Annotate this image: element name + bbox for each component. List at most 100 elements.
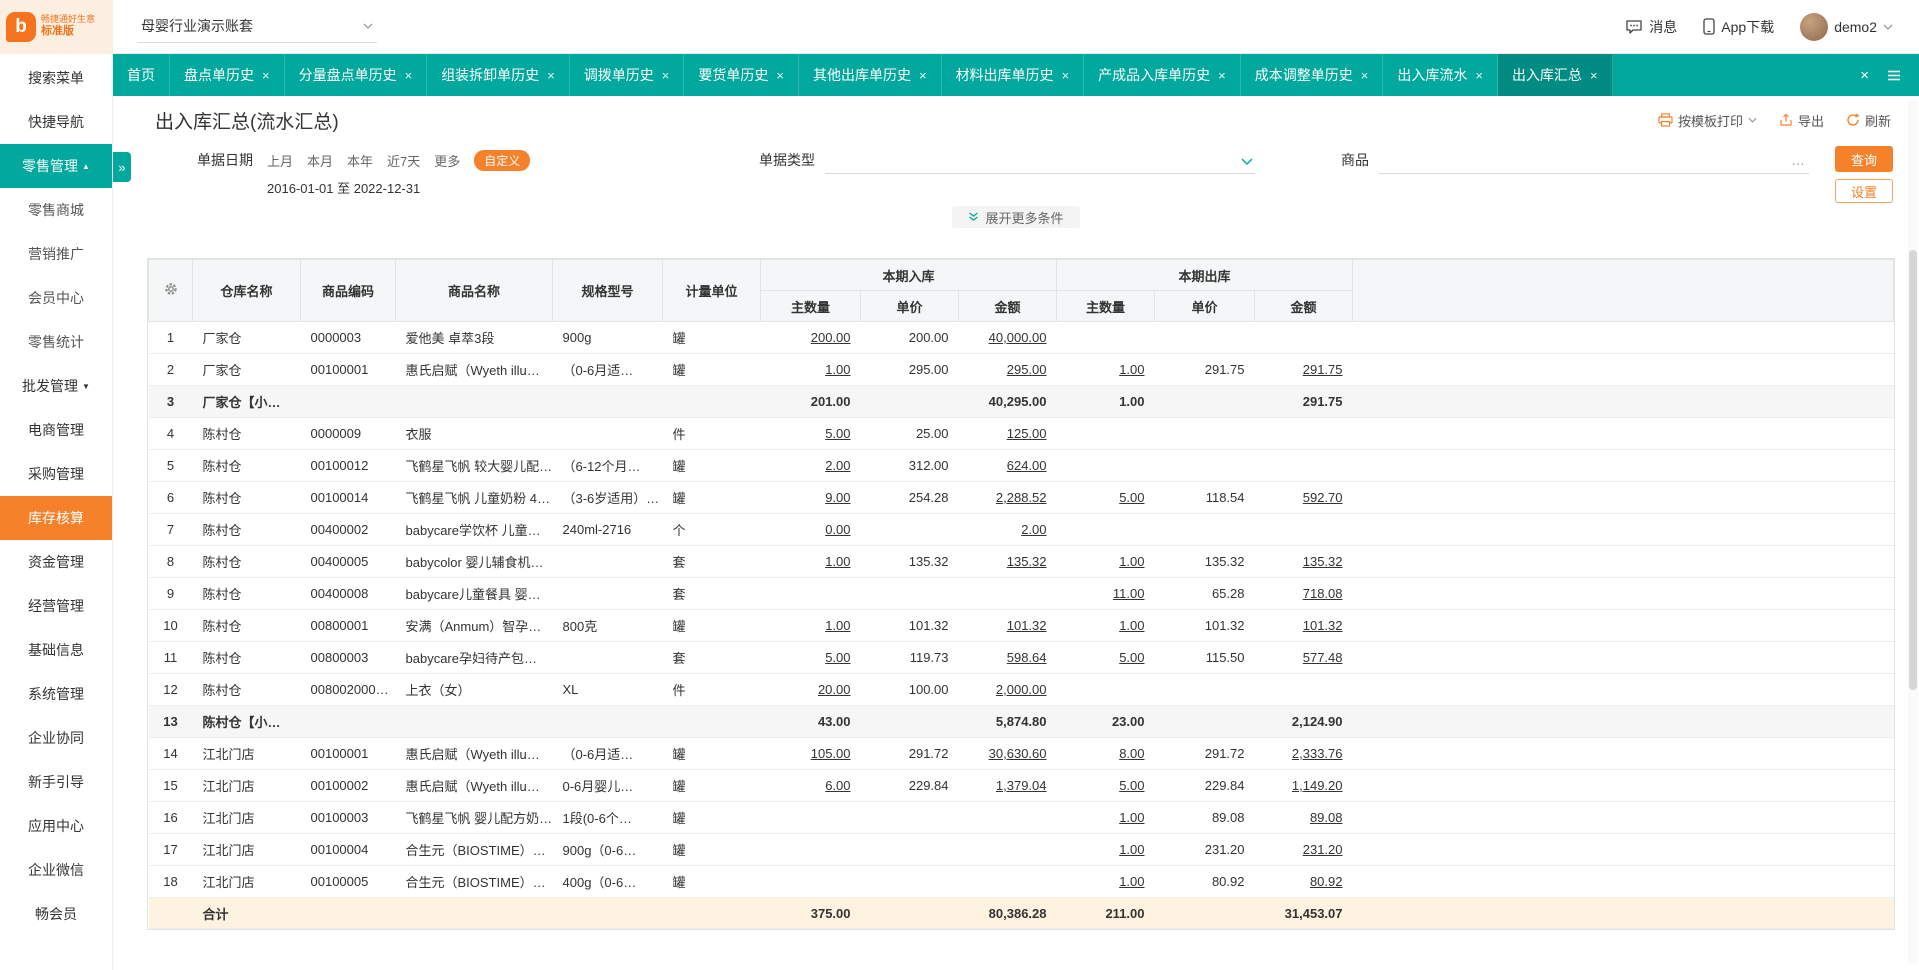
cell-in-qty[interactable]: 105.00: [760, 737, 861, 770]
column-header-in-price[interactable]: 单价: [860, 290, 959, 322]
tab[interactable]: 分量盘点单历史 ×: [285, 54, 428, 96]
tab[interactable]: 材料出库单历史 ×: [942, 54, 1085, 96]
cell-in-qty[interactable]: 200.00: [760, 321, 861, 354]
tab-close-icon[interactable]: ×: [1061, 67, 1070, 83]
tab-menu-icon[interactable]: [1887, 70, 1901, 81]
tab[interactable]: 盘点单历史 ×: [170, 54, 285, 96]
cell-in-amount[interactable]: 30,630.60: [958, 737, 1057, 770]
sidebar-item[interactable]: 搜索菜单: [0, 56, 112, 100]
cell-in-amount[interactable]: 2,288.52: [958, 481, 1057, 514]
cell-out-qty[interactable]: 1.00: [1056, 833, 1155, 866]
cell-out-amount[interactable]: 2,333.76: [1254, 737, 1353, 770]
cell-out-qty[interactable]: 8.00: [1056, 737, 1155, 770]
product-input[interactable]: …: [1379, 150, 1809, 174]
query-button[interactable]: 查询: [1835, 146, 1893, 172]
sidebar-item[interactable]: 快捷导航: [0, 100, 112, 144]
user-menu[interactable]: demo2: [1800, 12, 1893, 41]
sidebar-item[interactable]: 资金管理: [0, 540, 112, 584]
sidebar-item[interactable]: 批发管理 ▼: [0, 364, 112, 408]
doc-type-select[interactable]: [825, 150, 1255, 174]
cell-out-amount[interactable]: 592.70: [1254, 481, 1353, 514]
cell-out-qty[interactable]: 1.00: [1056, 353, 1155, 386]
column-settings-button[interactable]: [148, 259, 193, 322]
sidebar-item[interactable]: 零售统计: [0, 320, 112, 364]
cell-out-amount[interactable]: 1,149.20: [1254, 769, 1353, 802]
cell-in-qty[interactable]: 20.00: [760, 673, 861, 706]
vertical-scrollbar[interactable]: [1908, 100, 1918, 964]
cell-in-qty[interactable]: 1.00: [760, 609, 861, 642]
sidebar-item[interactable]: 采购管理: [0, 452, 112, 496]
column-header-out-price[interactable]: 单价: [1154, 290, 1255, 322]
cell-in-qty[interactable]: 9.00: [760, 481, 861, 514]
cell-in-amount[interactable]: 598.64: [958, 641, 1057, 674]
cell-in-qty[interactable]: 5.00: [760, 417, 861, 450]
sidebar-item[interactable]: 零售商城: [0, 188, 112, 232]
tab[interactable]: 组装拆卸单历史 ×: [427, 54, 570, 96]
cell-in-amount[interactable]: 40,000.00: [958, 321, 1057, 354]
cell-in-amount[interactable]: 125.00: [958, 417, 1057, 450]
ellipsis-icon[interactable]: …: [1791, 152, 1805, 168]
sidebar-item[interactable]: 应用中心: [0, 804, 112, 848]
column-header-warehouse[interactable]: 仓库名称: [192, 259, 301, 322]
print-by-template-button[interactable]: 按模板打印: [1658, 111, 1757, 130]
cell-in-qty[interactable]: 0.00: [760, 513, 861, 546]
tab[interactable]: 出入库流水 ×: [1383, 54, 1498, 96]
column-header-product-name[interactable]: 商品名称: [395, 259, 553, 322]
sidebar-item[interactable]: 企业微信: [0, 848, 112, 892]
column-header-out-qty[interactable]: 主数量: [1056, 290, 1155, 322]
cell-in-qty[interactable]: 1.00: [760, 545, 861, 578]
tab-active[interactable]: 出入库汇总 ×: [1497, 54, 1613, 96]
sidebar-item[interactable]: 新手引导: [0, 760, 112, 804]
tab-close-icon[interactable]: ×: [776, 67, 784, 83]
tab[interactable]: 首页: [113, 54, 170, 96]
date-option[interactable]: 更多: [434, 154, 461, 169]
collapse-filter-button[interactable]: »: [113, 152, 131, 182]
sidebar-item[interactable]: 零售管理 ▲: [0, 144, 112, 188]
tab[interactable]: 调拨单历史 ×: [570, 54, 685, 96]
cell-out-qty[interactable]: 11.00: [1056, 577, 1155, 610]
app-download-button[interactable]: App下载: [1703, 17, 1774, 37]
tab[interactable]: 成本调整单历史 ×: [1241, 54, 1384, 96]
cell-out-qty[interactable]: 5.00: [1056, 769, 1155, 802]
logo[interactable]: b 畅捷通好生意 标准版: [0, 0, 113, 54]
cell-in-amount[interactable]: 295.00: [958, 353, 1057, 386]
refresh-button[interactable]: 刷新: [1846, 111, 1891, 130]
tab-close-icon[interactable]: ×: [404, 67, 413, 83]
tab[interactable]: 其他出库单历史 ×: [799, 54, 942, 96]
cell-in-amount[interactable]: 624.00: [958, 449, 1057, 482]
cell-out-amount[interactable]: 718.08: [1254, 577, 1353, 610]
expand-more-conditions[interactable]: 展开更多条件: [952, 206, 1080, 228]
cell-out-qty[interactable]: 1.00: [1056, 865, 1155, 898]
tab[interactable]: 产成品入库单历史 ×: [1084, 54, 1241, 96]
sidebar-item[interactable]: 库存核算: [0, 496, 112, 540]
cell-in-qty[interactable]: 1.00: [760, 353, 861, 386]
cell-in-amount[interactable]: 101.32: [958, 609, 1057, 642]
cell-in-qty[interactable]: 2.00: [760, 449, 861, 482]
scrollbar-thumb[interactable]: [1909, 250, 1917, 690]
account-select[interactable]: 母婴行业演示账套: [137, 11, 377, 43]
sidebar-item[interactable]: 基础信息: [0, 628, 112, 672]
date-option[interactable]: 上月: [267, 154, 294, 169]
tab-close-icon[interactable]: ×: [661, 67, 670, 83]
cell-out-amount[interactable]: 135.32: [1254, 545, 1353, 578]
sidebar-item[interactable]: 企业协同: [0, 716, 112, 760]
custom-date-badge[interactable]: 自定义: [474, 150, 531, 171]
date-option[interactable]: 近7天: [387, 154, 421, 169]
cell-out-amount[interactable]: 577.48: [1254, 641, 1353, 674]
column-header-product-code[interactable]: 商品编码: [300, 259, 396, 322]
tab-close-icon[interactable]: ×: [262, 67, 270, 83]
cell-out-amount[interactable]: 80.92: [1254, 865, 1353, 898]
sidebar-item[interactable]: 畅会员: [0, 892, 112, 936]
column-header-spec[interactable]: 规格型号: [552, 259, 663, 322]
column-header-out-amount[interactable]: 金额: [1254, 290, 1353, 322]
cell-out-amount[interactable]: 231.20: [1254, 833, 1353, 866]
sidebar-item[interactable]: 经营管理: [0, 584, 112, 628]
messages-button[interactable]: 消息: [1625, 17, 1677, 37]
cell-out-qty[interactable]: 1.00: [1056, 609, 1155, 642]
tab-close-icon[interactable]: ×: [1360, 67, 1369, 83]
export-button[interactable]: 导出: [1779, 111, 1824, 130]
cell-out-qty[interactable]: 1.00: [1056, 801, 1155, 834]
cell-out-qty[interactable]: 5.00: [1056, 641, 1155, 674]
cell-out-qty[interactable]: 5.00: [1056, 481, 1155, 514]
cell-in-qty[interactable]: 6.00: [760, 769, 861, 802]
